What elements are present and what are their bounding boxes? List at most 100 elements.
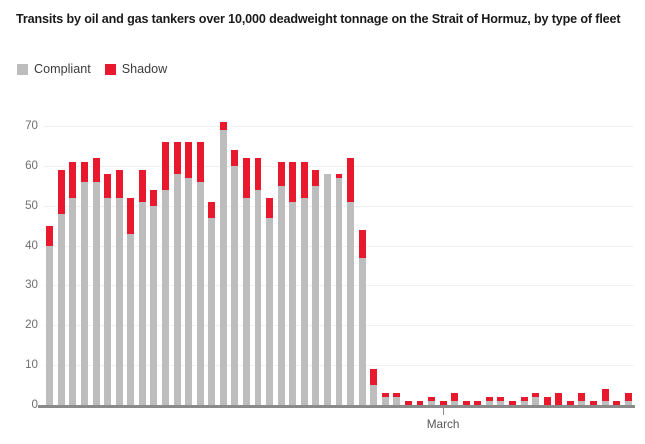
bar-group[interactable] — [416, 401, 424, 405]
bar-segment-shadow — [404, 401, 412, 405]
bar-group[interactable] — [532, 393, 540, 405]
bar-segment-shadow — [601, 389, 609, 402]
bar-group[interactable] — [451, 393, 459, 405]
bar-group[interactable] — [381, 393, 389, 405]
bar-segment-shadow — [277, 161, 285, 186]
bar-segment-shadow — [300, 161, 308, 198]
bar-group[interactable] — [566, 401, 574, 405]
bar-segment-compliant — [266, 217, 274, 405]
bar-group[interactable] — [404, 401, 412, 405]
chart-legend: Compliant Shadow — [17, 63, 167, 76]
bar-group[interactable] — [555, 393, 563, 405]
bar-group[interactable] — [497, 397, 505, 405]
y-tick-label-70: 70 — [25, 119, 38, 132]
legend-item-shadow[interactable]: Shadow — [104, 62, 168, 76]
bar-group[interactable] — [266, 197, 274, 405]
bar-group[interactable] — [601, 389, 609, 405]
bar-group[interactable] — [474, 401, 482, 405]
bar-group[interactable] — [81, 161, 88, 405]
bar-segment-shadow — [231, 149, 239, 166]
bar-group[interactable] — [162, 141, 169, 405]
bar-segment-shadow — [115, 169, 123, 198]
bar-segment-compliant — [370, 385, 378, 405]
bar-group[interactable] — [289, 161, 297, 405]
bar-group[interactable] — [69, 161, 77, 405]
bar-group[interactable] — [509, 401, 516, 405]
bar-group[interactable] — [520, 397, 528, 405]
bar-segment-compliant — [393, 397, 401, 405]
bar-group[interactable] — [439, 401, 447, 405]
bar-segment-shadow — [358, 229, 366, 258]
bar-segment-shadow — [532, 393, 540, 398]
bar-segment-shadow — [485, 397, 493, 402]
bar-group[interactable] — [127, 197, 135, 405]
bar-segment-compliant — [335, 177, 343, 405]
bar-group[interactable] — [185, 141, 193, 405]
bar-segment-shadow — [428, 397, 436, 402]
bar-segment-compliant — [57, 213, 65, 405]
bar-group[interactable] — [242, 157, 250, 405]
bar-segment-compliant — [277, 185, 285, 405]
bar-segment-shadow — [416, 401, 424, 405]
bar-group[interactable] — [358, 229, 366, 405]
bar-group[interactable] — [590, 401, 597, 405]
bar-group[interactable] — [219, 122, 227, 405]
legend-label-shadow: Shadow — [121, 62, 168, 76]
bar-group[interactable] — [462, 401, 470, 405]
bar-group[interactable] — [300, 161, 308, 405]
bar-group[interactable] — [393, 393, 401, 405]
bar-segment-compliant — [242, 197, 250, 405]
bar-segment-shadow — [370, 369, 378, 386]
y-tick-label-50: 50 — [25, 198, 38, 212]
bar-segment-shadow — [624, 393, 632, 402]
bar-group[interactable] — [231, 149, 239, 405]
bar-segment-compliant — [254, 189, 262, 405]
bar-group[interactable] — [173, 141, 181, 405]
bar-segment-shadow — [347, 157, 355, 202]
bar-segment-compliant — [46, 245, 54, 405]
legend-item-compliant[interactable]: Compliant — [17, 63, 91, 76]
x-tick-label-march: March — [426, 417, 460, 431]
bar-group[interactable] — [347, 157, 355, 405]
bar-group[interactable] — [254, 157, 262, 405]
bar-group[interactable] — [57, 169, 65, 405]
bar-group[interactable] — [115, 169, 123, 405]
bar-group[interactable] — [196, 141, 204, 405]
bar-segment-shadow — [173, 141, 181, 174]
bar-segment-compliant — [312, 185, 320, 405]
bar-segment-shadow — [509, 401, 516, 405]
bar-segment-shadow — [46, 225, 54, 246]
bar-segment-shadow — [335, 173, 343, 178]
bar-group[interactable] — [624, 393, 632, 405]
bar-group[interactable] — [46, 225, 54, 405]
bar-group[interactable] — [335, 173, 343, 405]
bar-segment-shadow — [254, 157, 262, 190]
bar-group[interactable] — [613, 401, 621, 405]
bar-segment-compliant — [162, 189, 169, 405]
bar-group[interactable] — [208, 201, 216, 405]
x-tick-mark-march — [443, 408, 445, 415]
bar-segment-shadow — [266, 197, 274, 218]
bar-group[interactable] — [543, 397, 551, 405]
bar-group[interactable] — [104, 173, 112, 405]
bar-group[interactable] — [370, 369, 378, 405]
bar-segment-shadow — [439, 401, 447, 405]
bar-segment-shadow — [69, 161, 77, 198]
bar-group[interactable] — [277, 161, 285, 405]
bar-segment-compliant — [138, 201, 146, 405]
bar-segment-compliant — [81, 181, 88, 405]
bar-segment-shadow — [57, 169, 65, 214]
bar-group[interactable] — [138, 169, 146, 405]
bar-group[interactable] — [485, 397, 493, 405]
bar-group[interactable] — [150, 189, 158, 405]
bar-group[interactable] — [312, 169, 320, 405]
bar-group[interactable] — [428, 397, 436, 405]
bar-segment-shadow — [393, 393, 401, 398]
y-tick-label-30: 30 — [25, 278, 38, 292]
bar-group[interactable] — [323, 173, 331, 405]
bar-group[interactable] — [92, 157, 100, 405]
bar-segment-shadow — [162, 141, 169, 190]
bar-segment-shadow — [590, 401, 597, 405]
bar-segment-shadow — [138, 169, 146, 202]
bar-group[interactable] — [578, 393, 586, 405]
